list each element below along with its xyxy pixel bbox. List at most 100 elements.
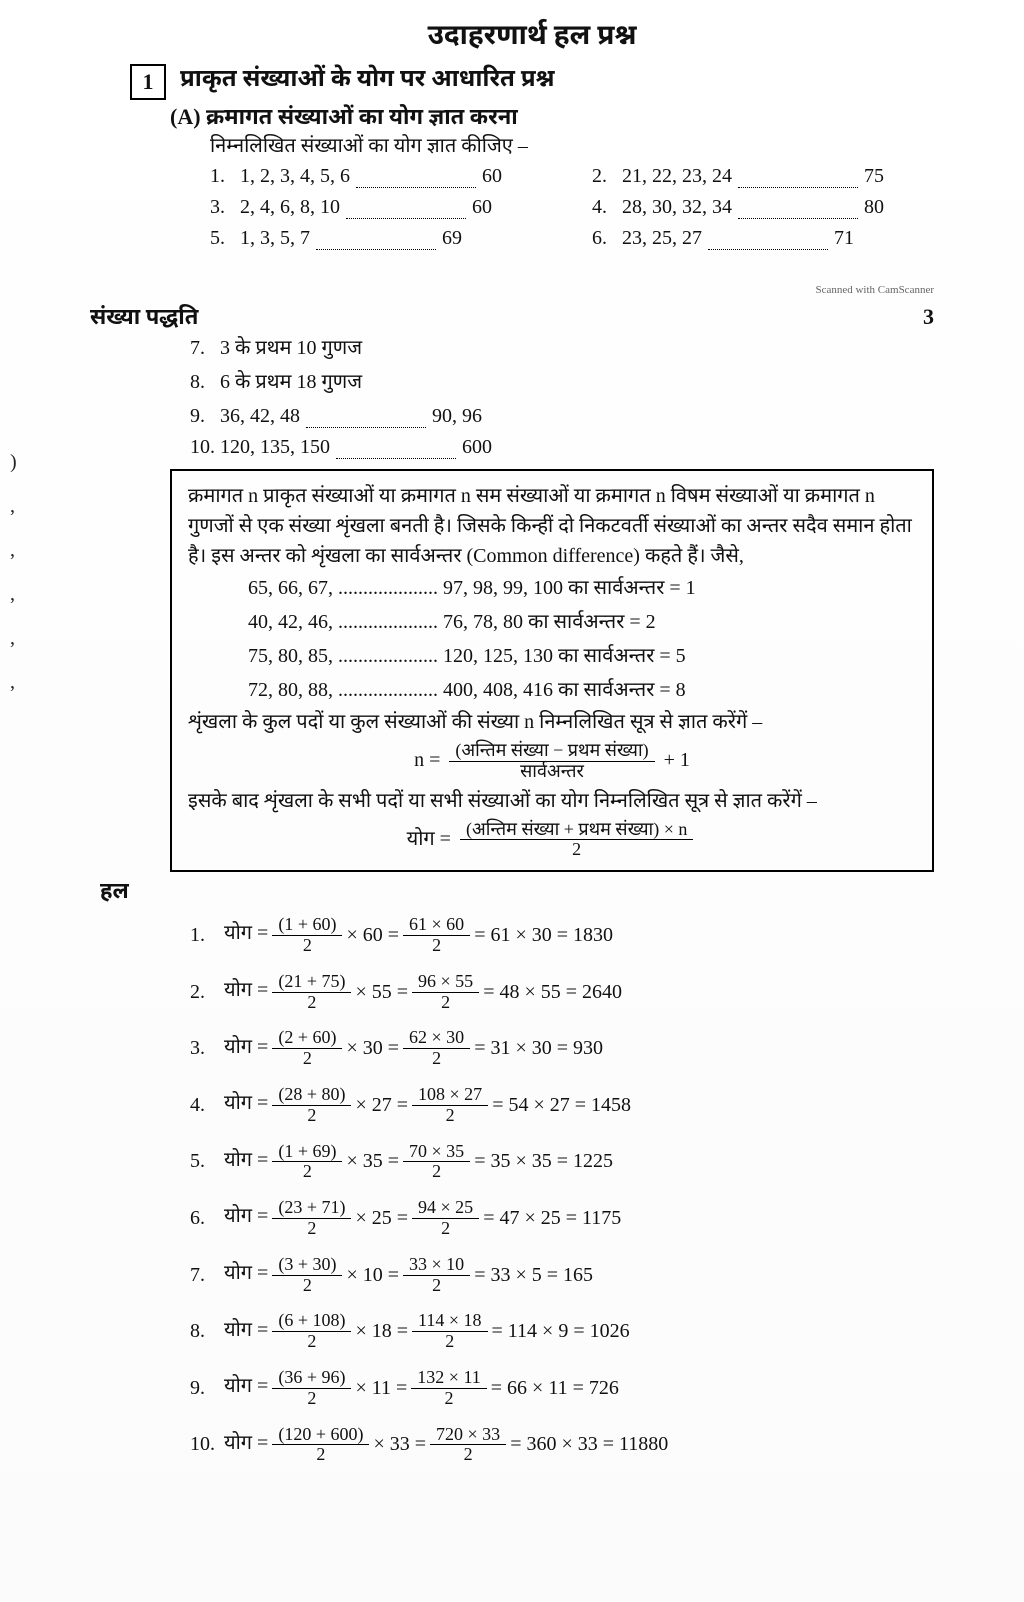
scan-edge-marks: ),,,,,	[10, 440, 17, 704]
denominator: 2	[272, 1162, 342, 1182]
tail: = 47 × 25 = 1175	[483, 1207, 621, 1230]
numerator: (3 + 30)	[272, 1255, 342, 1276]
section-header: संख्या पद्धति 3	[90, 304, 974, 333]
blank-line	[346, 196, 466, 219]
qend: 69	[442, 227, 462, 250]
qend: 75	[864, 165, 884, 188]
solution-list: 1.योग =(1 + 60)2× 60 =61 × 602= 61 × 30 …	[90, 907, 974, 1473]
formula-sum: योग = (अन्तिम संख्या + प्रथम संख्या) × n…	[188, 816, 916, 865]
numerator: 70 × 35	[403, 1142, 470, 1163]
sol-body: योग =(1 + 60)2× 60 =61 × 602= 61 × 30 = …	[224, 915, 613, 956]
numerator: 94 × 25	[412, 1198, 479, 1219]
mult: × 35 =	[346, 1150, 399, 1173]
numerator: (अन्तिम संख्या − प्रथम संख्या)	[449, 741, 654, 762]
qtext: 28, 30, 32, 34	[622, 196, 732, 219]
tail: = 66 × 11 = 726	[491, 1377, 619, 1400]
box-para-2: शृंखला के कुल पदों या कुल संख्याओं की सं…	[188, 707, 916, 737]
fraction: 94 × 252	[412, 1198, 479, 1239]
fraction: 114 × 182	[412, 1311, 487, 1352]
qnum: 3.	[210, 196, 240, 219]
topic-text: प्राकृत संख्याओं के योग पर आधारित प्रश्न	[180, 66, 555, 92]
denominator: सार्वअन्तर	[449, 762, 654, 782]
fraction: (अन्तिम संख्या − प्रथम संख्या) सार्वअन्त…	[449, 741, 654, 782]
formula-lhs: n =	[414, 749, 440, 771]
yog-label: योग =	[224, 1205, 268, 1231]
fraction: (1 + 69)2	[272, 1142, 342, 1183]
qnum: 9.	[190, 405, 220, 428]
numerator: (120 + 600)	[272, 1425, 369, 1446]
fraction: (120 + 600)2	[272, 1425, 369, 1466]
qnum: 4.	[592, 196, 622, 219]
solution-row: 6.योग =(23 + 71)2× 25 =94 × 252= 47 × 25…	[190, 1190, 974, 1247]
numerator: (36 + 96)	[272, 1368, 351, 1389]
fraction: (28 + 80)2	[272, 1085, 351, 1126]
qnum: 8.	[190, 371, 220, 397]
mult: × 25 =	[355, 1207, 408, 1230]
solution-row: 9.योग =(36 + 96)2× 11 =132 × 112= 66 × 1…	[190, 1360, 974, 1417]
denominator: 2	[411, 1389, 486, 1409]
denominator: 2	[412, 1332, 487, 1352]
solution-heading: हल	[90, 878, 974, 907]
tail: = 54 × 27 = 1458	[492, 1094, 631, 1117]
sol-body: योग =(36 + 96)2× 11 =132 × 112= 66 × 11 …	[224, 1368, 619, 1409]
qend: 600	[462, 436, 492, 459]
qend: 71	[834, 227, 854, 250]
yog-label: योग =	[224, 1319, 268, 1345]
sol-num: 5.	[190, 1150, 224, 1173]
qtext: 2, 4, 6, 8, 10	[240, 196, 340, 219]
fraction: 720 × 332	[430, 1425, 506, 1466]
numerator: 33 × 10	[403, 1255, 470, 1276]
box-para-3: इसके बाद शृंखला के सभी पदों या सभी संख्य…	[188, 786, 916, 816]
solution-row: 8.योग =(6 + 108)2× 18 =114 × 182= 114 × …	[190, 1303, 974, 1360]
numerator: 108 × 27	[412, 1085, 488, 1106]
denominator: 2	[460, 840, 693, 860]
fraction: 108 × 272	[412, 1085, 488, 1126]
solution-row: 4.योग =(28 + 80)2× 27 =108 × 272= 54 × 2…	[190, 1077, 974, 1134]
numerator: (23 + 71)	[272, 1198, 351, 1219]
numerator: (2 + 60)	[272, 1028, 342, 1049]
denominator: 2	[412, 1106, 488, 1126]
denominator: 2	[272, 1049, 342, 1069]
mult: × 60 =	[346, 924, 399, 947]
box-para-1: क्रमागत n प्राकृत संख्याओं या क्रमागत n …	[188, 481, 916, 571]
numerator: 61 × 60	[403, 915, 470, 936]
mult: × 18 =	[355, 1320, 408, 1343]
blank-line	[708, 227, 828, 250]
yog-label: योग =	[224, 922, 268, 948]
question-list-2: 7.3 के प्रथम 10 गुणज 8.6 के प्रथम 18 गुण…	[90, 333, 974, 463]
qtext: 1, 3, 5, 7	[240, 227, 310, 250]
tail: = 35 × 35 = 1225	[474, 1150, 613, 1173]
qtext: 120, 135, 150	[220, 436, 330, 459]
yog-label: योग =	[224, 1036, 268, 1062]
denominator: 2	[272, 993, 351, 1013]
qtext: 1, 2, 3, 4, 5, 6	[240, 165, 350, 188]
sol-num: 1.	[190, 924, 224, 947]
page-number: 3	[923, 304, 934, 333]
numerator: (1 + 69)	[272, 1142, 342, 1163]
qend: 60	[472, 196, 492, 219]
formula-n: n = (अन्तिम संख्या − प्रथम संख्या) सार्व…	[188, 737, 916, 786]
blank-line	[356, 165, 476, 188]
formula-lhs: योग =	[407, 827, 451, 849]
question-number-box: 1	[130, 64, 166, 100]
denominator: 2	[272, 1276, 342, 1296]
example-row: 72, 80, 88, .................... 400, 40…	[248, 673, 916, 707]
blank-line	[738, 196, 858, 219]
mult: × 30 =	[346, 1037, 399, 1060]
mult: × 10 =	[346, 1264, 399, 1287]
numerator: 720 × 33	[430, 1425, 506, 1446]
denominator: 2	[272, 1389, 351, 1409]
qtext: 3 के प्रथम 10 गुणज	[220, 337, 362, 363]
denominator: 2	[272, 1219, 351, 1239]
sol-num: 10.	[190, 1433, 224, 1456]
blank-line	[336, 436, 456, 459]
solution-row: 7.योग =(3 + 30)2× 10 =33 × 102= 33 × 5 =…	[190, 1247, 974, 1304]
sol-body: योग =(23 + 71)2× 25 =94 × 252= 47 × 25 =…	[224, 1198, 621, 1239]
fraction: 70 × 352	[403, 1142, 470, 1183]
blank-line	[306, 405, 426, 428]
fraction: (अन्तिम संख्या + प्रथम संख्या) × n 2	[460, 820, 693, 861]
topic-row: 1 प्राकृत संख्याओं के योग पर आधारित प्रश…	[90, 64, 974, 100]
qend: 60	[482, 165, 502, 188]
sol-body: योग =(2 + 60)2× 30 =62 × 302= 31 × 30 = …	[224, 1028, 603, 1069]
sol-body: योग =(21 + 75)2× 55 =96 × 552= 48 × 55 =…	[224, 972, 622, 1013]
